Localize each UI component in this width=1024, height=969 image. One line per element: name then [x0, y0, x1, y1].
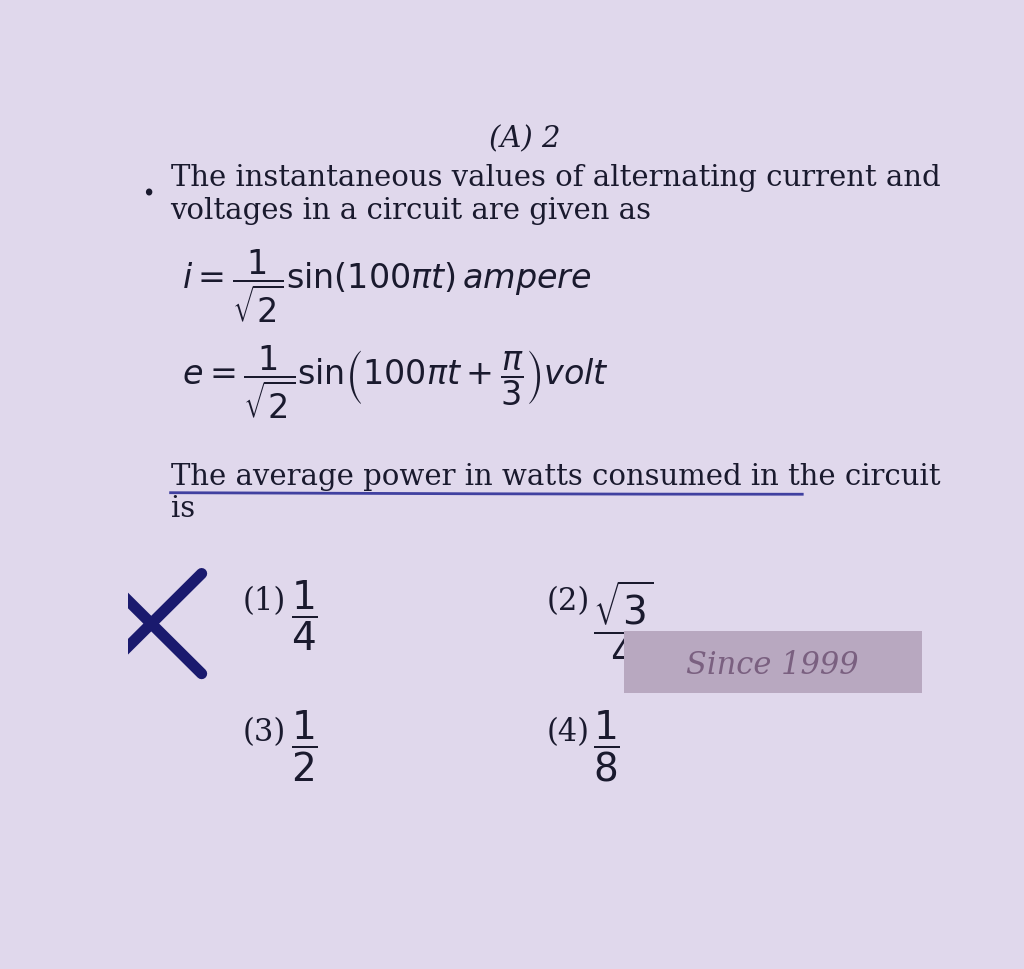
Text: $\dfrac{1}{2}$: $\dfrac{1}{2}$: [291, 708, 317, 784]
Text: (3): (3): [243, 716, 286, 747]
Text: (A) 2: (A) 2: [489, 126, 560, 153]
Text: Since 1999: Since 1999: [686, 649, 859, 680]
Text: is: is: [171, 495, 195, 522]
Bar: [624, 632, 922, 693]
Text: $\dfrac{1}{8}$: $\dfrac{1}{8}$: [593, 708, 620, 784]
Text: The average power in watts consumed in the circuit: The average power in watts consumed in t…: [171, 462, 940, 490]
Text: (4): (4): [547, 716, 590, 747]
Text: (1): (1): [243, 585, 286, 616]
Text: The instantaneous values of alternating current and: The instantaneous values of alternating …: [171, 164, 940, 192]
Text: voltages in a circuit are given as: voltages in a circuit are given as: [171, 197, 651, 225]
Text: (2): (2): [547, 585, 590, 616]
Text: $\dfrac{\sqrt{3}}{4}$: $\dfrac{\sqrt{3}}{4}$: [593, 578, 653, 669]
Text: $\dfrac{1}{4}$: $\dfrac{1}{4}$: [291, 578, 317, 652]
Text: $e = \dfrac{1}{\sqrt{2}}\sin\!\left(100\pi t + \dfrac{\pi}{3}\right)volt$: $e = \dfrac{1}{\sqrt{2}}\sin\!\left(100\…: [182, 343, 609, 421]
Text: $i = \dfrac{1}{\sqrt{2}}\sin(100\pi t)\,ampere$: $i = \dfrac{1}{\sqrt{2}}\sin(100\pi t)\,…: [182, 247, 592, 325]
Text: .: .: [142, 169, 155, 203]
